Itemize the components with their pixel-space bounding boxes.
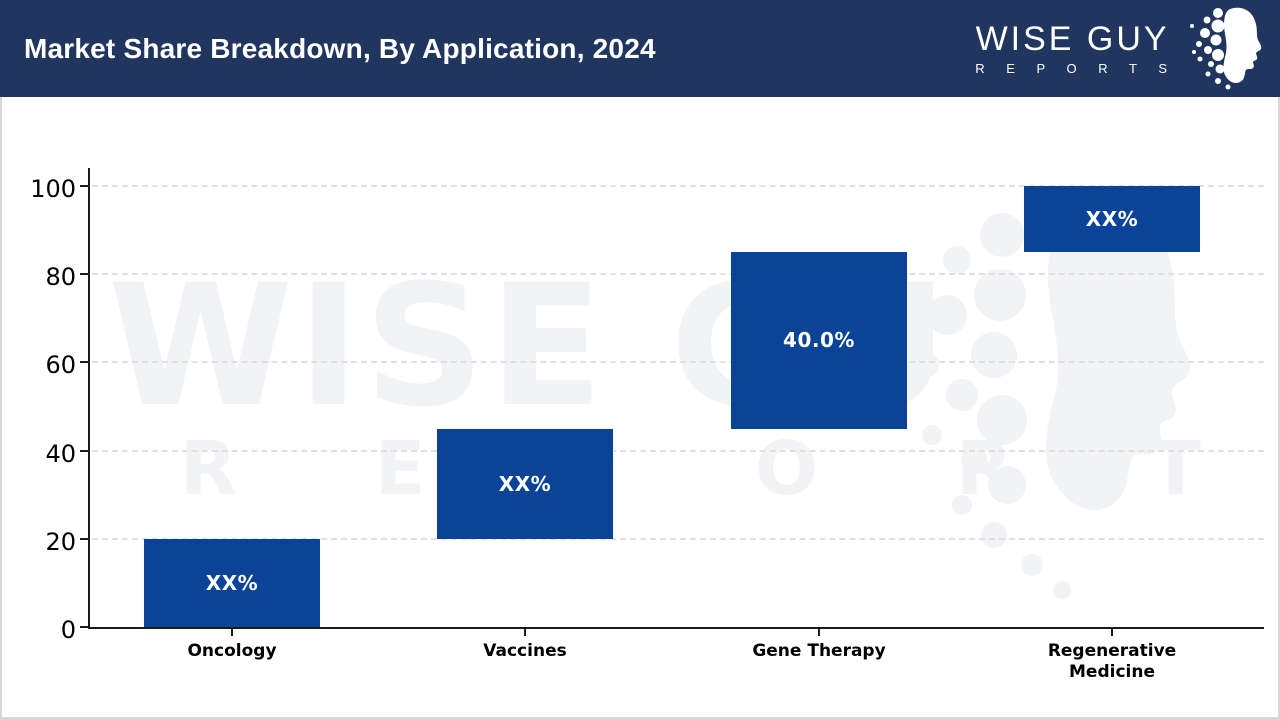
x-tick-mark-3 xyxy=(818,629,820,636)
y-tick-label-0: 0 xyxy=(60,616,76,644)
y-tick-mark-40 xyxy=(80,449,88,452)
y-tick-mark-20 xyxy=(80,537,88,540)
gridline-y-80 xyxy=(92,273,1264,276)
y-tick-label-20: 20 xyxy=(45,527,76,556)
x-tick-mark-2 xyxy=(524,629,526,636)
gridline-y-20 xyxy=(92,537,1264,540)
bar-regenerative-medicine: XX% xyxy=(1024,186,1200,253)
bar-value-label: XX% xyxy=(205,570,259,595)
y-tick-label-60: 60 xyxy=(45,351,76,380)
y-tick-mark-100 xyxy=(80,185,88,187)
y-tick-label-100: 100 xyxy=(30,175,76,203)
x-category-label-1: Oncology xyxy=(187,641,277,661)
brand-logo: WISE GUY R E P O R T S xyxy=(969,3,1262,95)
x-axis-line xyxy=(88,627,1264,629)
header-bar: Market Share Breakdown, By Application, … xyxy=(0,0,1280,97)
bar-vaccines: XX% xyxy=(437,428,613,539)
x-tick-mark-4 xyxy=(1111,629,1113,636)
y-tick-mark-60 xyxy=(80,361,88,364)
bar-value-label: XX% xyxy=(1085,207,1139,232)
x-tick-mark-1 xyxy=(231,629,233,636)
watermark-dotted-head-icon xyxy=(882,190,1192,634)
y-axis-line xyxy=(88,168,90,629)
y-tick-label-40: 40 xyxy=(45,439,76,468)
bar-gene-therapy: 40.0% xyxy=(731,252,907,429)
brand-logo-text: WISE GUY R E P O R T S xyxy=(969,22,1176,76)
dotted-head-logo-icon xyxy=(1178,3,1262,95)
gridline-y-60 xyxy=(92,361,1264,364)
brand-subtitle: R E P O R T S xyxy=(975,60,1176,76)
bar-oncology: XX% xyxy=(144,538,320,627)
y-tick-mark-0 xyxy=(80,626,88,628)
gridline-y-100 xyxy=(92,185,1264,187)
brand-name: WISE GUY xyxy=(975,19,1170,58)
bar-value-label: 40.0% xyxy=(783,328,855,353)
bar-value-label: XX% xyxy=(498,471,552,496)
y-tick-label-80: 80 xyxy=(45,263,76,292)
x-category-label-3: Gene Therapy xyxy=(752,641,886,661)
gridline-y-40 xyxy=(92,449,1264,452)
y-tick-mark-80 xyxy=(80,273,88,276)
x-category-label-2: Vaccines xyxy=(483,641,567,661)
page-title: Market Share Breakdown, By Application, … xyxy=(24,32,656,64)
x-category-label-4: Regenerative Medicine xyxy=(1047,641,1177,683)
